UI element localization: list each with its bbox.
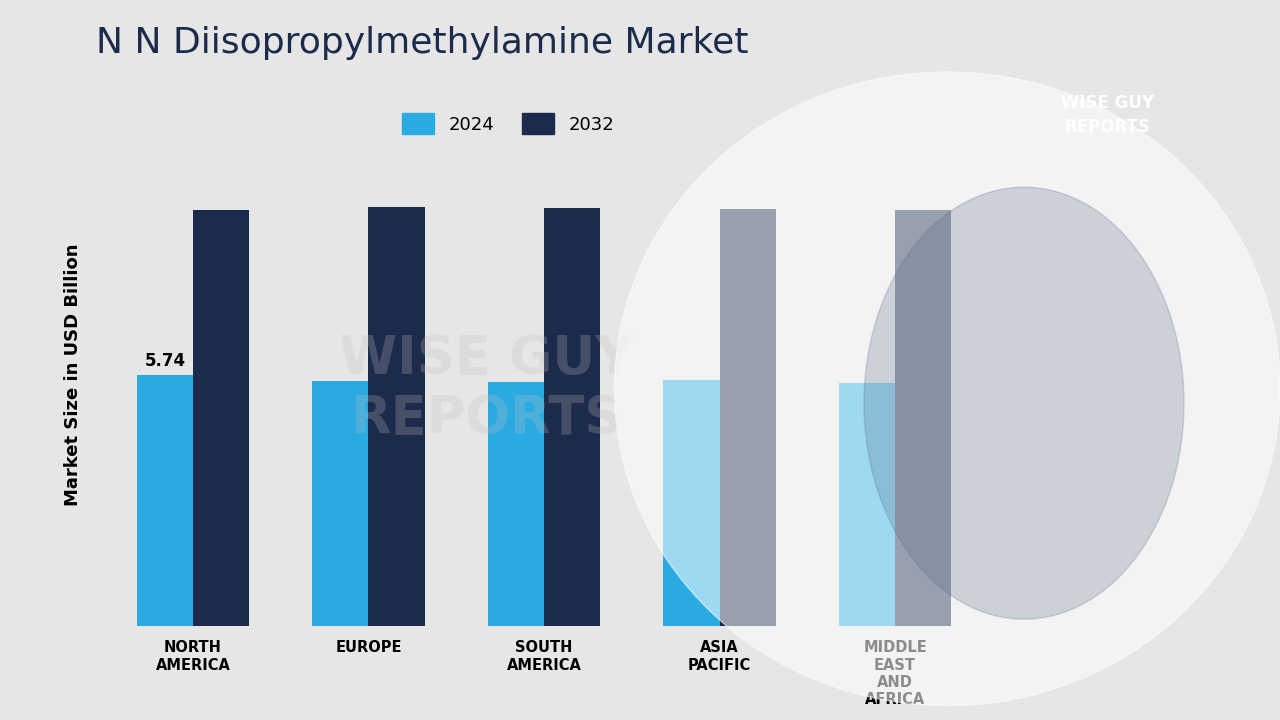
Bar	[544, 208, 600, 626]
Text: WISE GUY
REPORTS: WISE GUY REPORTS	[339, 333, 634, 445]
Y-axis label: Market Size in USD Billion: Market Size in USD Billion	[64, 243, 82, 505]
Text: WISE GUY
REPORTS: WISE GUY REPORTS	[1061, 94, 1153, 136]
Text: N N Diisopropylmethylamine Market: N N Diisopropylmethylamine Market	[96, 26, 749, 60]
Bar	[663, 380, 719, 626]
Bar	[488, 382, 544, 626]
Text: 5.74: 5.74	[145, 351, 186, 369]
Bar	[193, 210, 250, 626]
Bar	[838, 383, 895, 626]
Legend: 2024, 2032: 2024, 2032	[394, 107, 622, 142]
Bar	[312, 381, 369, 626]
Bar	[369, 207, 425, 626]
Bar	[895, 210, 951, 626]
Bar	[137, 375, 193, 626]
Bar	[719, 210, 776, 626]
